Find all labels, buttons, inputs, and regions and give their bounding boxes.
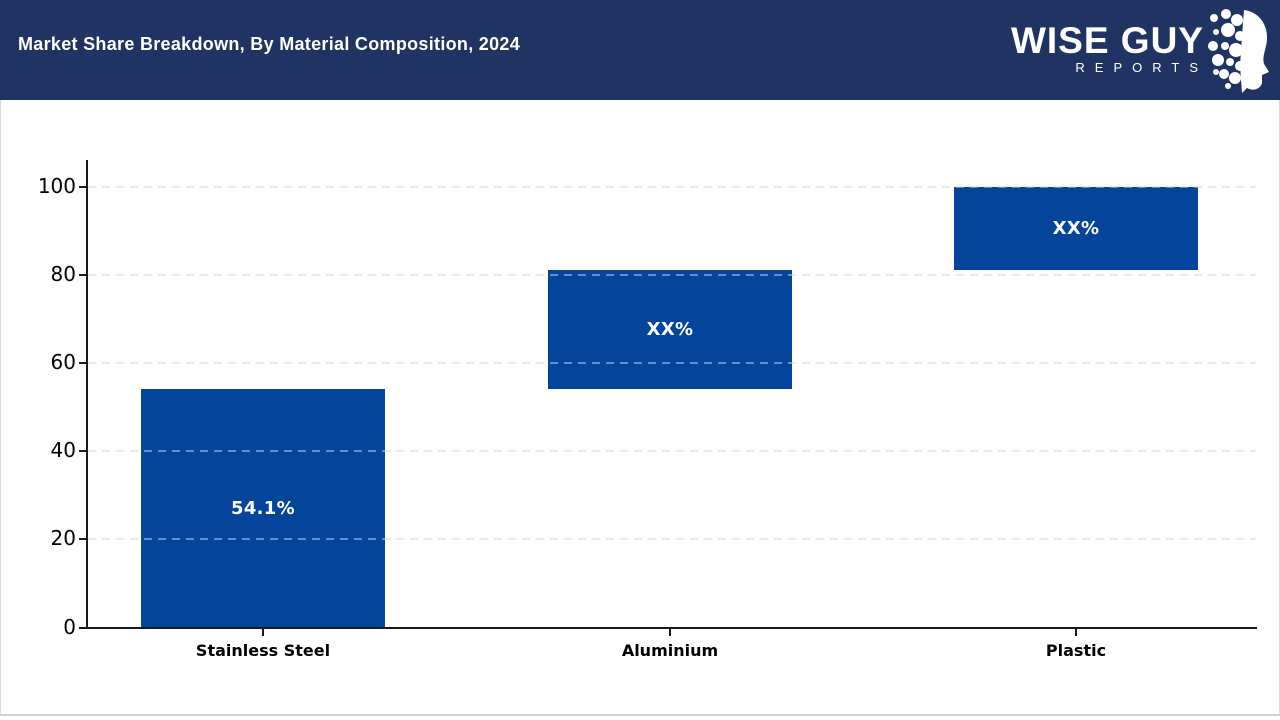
brand-wordmark: WISE GUY	[1010, 20, 1204, 61]
x-tick-mark	[1075, 629, 1077, 636]
y-tick-mark	[79, 626, 86, 629]
y-tick-mark	[79, 185, 86, 188]
x-category-label: Plastic	[1045, 641, 1107, 660]
header-bar: Market Share Breakdown, By Material Comp…	[0, 0, 1280, 100]
x-category-label: Aluminium	[621, 641, 719, 660]
bar: 54.1%	[141, 388, 385, 628]
brand-logo: WISE GUY REPORTS	[1002, 0, 1272, 100]
x-axis-line	[86, 627, 1257, 629]
gridline-overlay	[88, 450, 1256, 453]
y-tick-label: 100	[37, 173, 76, 198]
gridline-overlay	[88, 273, 1256, 276]
page-title: Market Share Breakdown, By Material Comp…	[18, 34, 521, 54]
y-tick-mark	[79, 538, 86, 541]
y-tick-mark	[79, 450, 86, 453]
gridline-overlay	[88, 185, 1256, 188]
y-tick-label: 20	[50, 526, 76, 551]
y-tick-label: 60	[50, 349, 76, 374]
bar-value-label: XX%	[646, 319, 694, 341]
bar-value-label: 54.1%	[231, 497, 295, 519]
y-tick-label: 0	[63, 614, 76, 639]
y-tick-mark	[79, 361, 86, 364]
gridline	[88, 185, 1256, 188]
gridline	[88, 538, 1256, 541]
x-tick-mark	[262, 629, 264, 636]
brand-subtitle: REPORTS	[1075, 60, 1208, 75]
gridline	[88, 450, 1256, 453]
y-axis-line	[86, 160, 88, 629]
gridline-overlay	[88, 361, 1256, 364]
bar-value-label: XX%	[1052, 217, 1100, 239]
gridline-overlay	[88, 538, 1256, 541]
bar: XX%	[548, 270, 792, 389]
y-tick-label: 40	[50, 438, 76, 463]
x-tick-mark	[669, 629, 671, 636]
dotted-head-logo-icon	[1208, 9, 1269, 93]
bar: XX%	[954, 186, 1198, 271]
y-tick-label: 80	[50, 261, 76, 286]
x-category-label: Stainless Steel	[195, 641, 331, 660]
y-tick-mark	[79, 273, 86, 276]
